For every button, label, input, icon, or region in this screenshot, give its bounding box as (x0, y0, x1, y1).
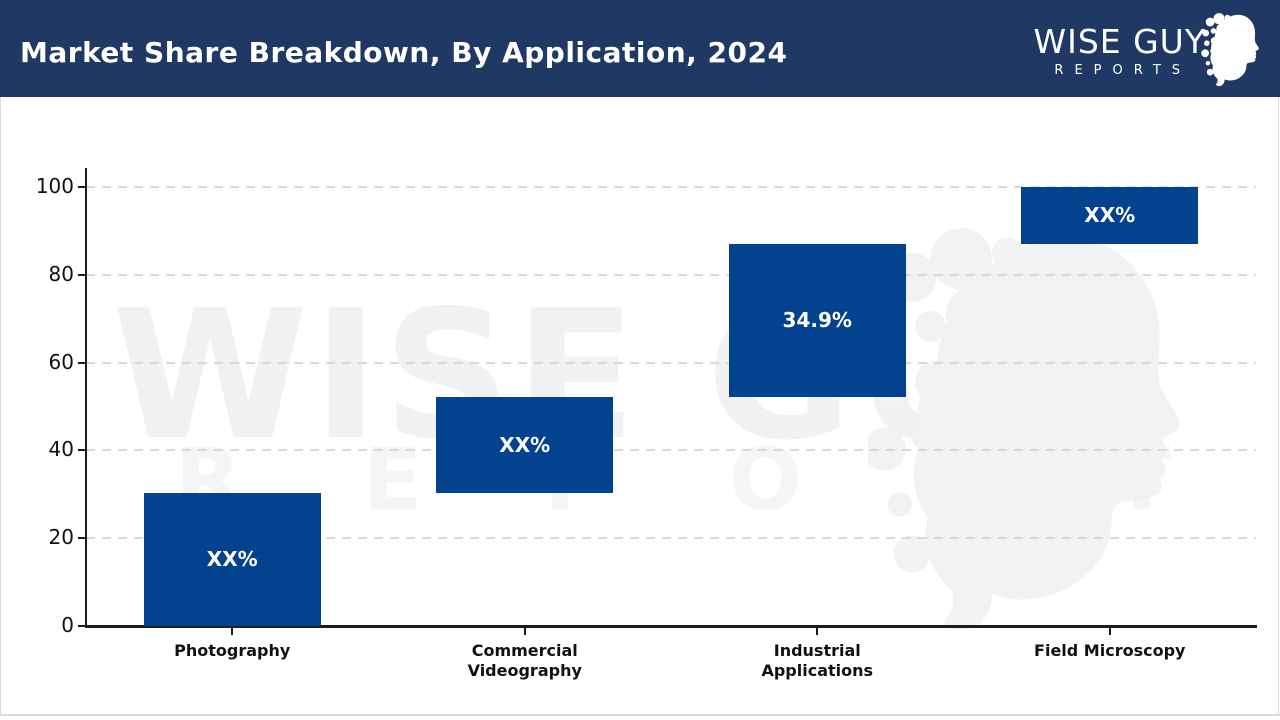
bar-value-label-3: 34.9% (782, 308, 852, 333)
logo-wiseguy-label: WISE GUY (1033, 22, 1206, 61)
x-category-label-3: Industrial Applications (761, 641, 874, 680)
x-tick-2 (523, 628, 526, 635)
wiseguy-face-icon (1201, 13, 1259, 87)
wiseguy-face-watermark (868, 228, 1181, 631)
left-edge-line (0, 97, 1, 715)
y-tick-label-0: 0 (61, 613, 74, 637)
y-tick-60 (78, 361, 85, 364)
bar-2: XX% (436, 396, 614, 493)
gridline-40 (86, 449, 1256, 452)
gridline-20 (86, 537, 1256, 540)
bottom-edge-line (0, 714, 1280, 716)
y-tick-label-100: 100 (35, 174, 74, 198)
header-band: Market Share Breakdown, By Application, … (0, 0, 1280, 97)
y-tick-label-80: 80 (48, 261, 74, 286)
right-edge-line (1278, 97, 1279, 715)
y-tick-20 (78, 537, 85, 540)
x-category-label-4: Field Microscopy (1034, 641, 1186, 660)
x-category-label-2: Commercial Videography (467, 641, 582, 680)
y-tick-80 (78, 273, 85, 276)
bar-4: XX% (1021, 187, 1199, 244)
x-axis-line (85, 625, 1257, 628)
x-tick-1 (231, 628, 234, 635)
bar-3: 34.9% (728, 243, 906, 397)
x-tick-3 (816, 628, 819, 635)
y-tick-100 (78, 186, 85, 188)
y-tick-40 (78, 449, 85, 452)
x-category-label-1: Photography (174, 641, 291, 660)
bar-1: XX% (143, 492, 321, 626)
gridline-100 (86, 186, 1256, 188)
y-tick-label-60: 60 (48, 349, 74, 374)
chart-title: Market Share Breakdown, By Application, … (20, 36, 788, 69)
bar-value-label-2: XX% (499, 432, 551, 457)
y-tick-label-40: 40 (48, 437, 74, 462)
wiseguy-logo: WISE GUY REPORTS (1016, 8, 1266, 92)
x-tick-4 (1108, 628, 1111, 635)
gridline-80 (86, 273, 1256, 276)
y-tick-0 (78, 625, 85, 627)
y-axis-line (85, 168, 87, 627)
gridline-60 (86, 361, 1256, 364)
wiseguy-logo-text: WISE GUY REPORTS (1033, 22, 1206, 78)
bar-value-label-4: XX% (1084, 203, 1136, 228)
y-tick-label-20: 20 (48, 525, 74, 550)
bar-value-label-1: XX% (206, 547, 258, 572)
logo-reports-label: REPORTS (1054, 63, 1192, 78)
